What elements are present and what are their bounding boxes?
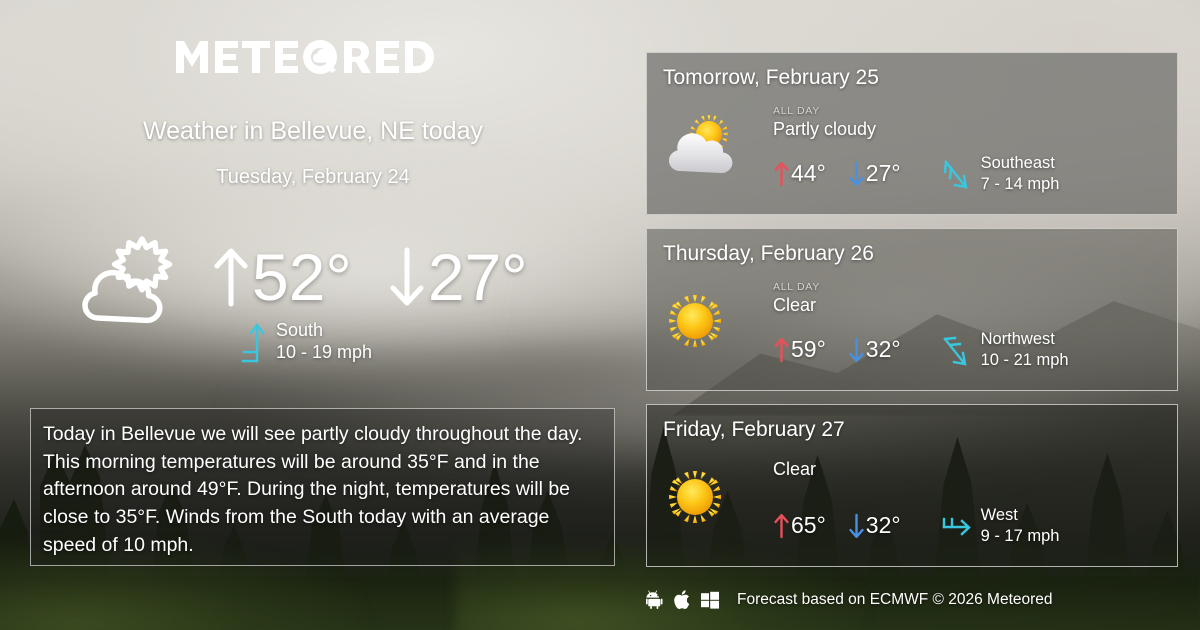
forecast-card-wind: West 9 - 17 mph [941, 505, 1060, 546]
android-icon[interactable] [646, 590, 663, 609]
wind-barb-southeast-icon [943, 159, 968, 189]
wind-barb-northwest-icon [942, 336, 967, 366]
forecast-card-max-temp: 59° [773, 337, 826, 363]
forecast-card-date: Friday, February 27 [663, 418, 845, 441]
forecast-card[interactable]: Thursday, February 26 [646, 228, 1178, 391]
forecast-card-min-temp: 32° [848, 337, 901, 363]
forecast-card-wind-speed: 10 - 21 mph [980, 350, 1069, 369]
forecast-card-wind-direction: West [980, 506, 1018, 525]
forecast-card-max-temp: 44° [773, 161, 826, 187]
today-max-temp: 52° [212, 244, 352, 310]
forecast-card-condition-text: Partly cloudy [773, 119, 877, 139]
forecast-card-max-temp-value: 44° [791, 160, 826, 187]
forecast-card-condition: ALL DAY Clear [773, 281, 820, 317]
forecast-card-wind-direction: Southeast [980, 154, 1055, 173]
forecast-card-wind-text: Northwest 10 - 21 mph [981, 329, 1069, 370]
wind-barb-west-icon [942, 517, 971, 536]
forecast-card-min-temp-value: 32° [865, 512, 901, 539]
forecast-card-condition-text: Clear [773, 295, 817, 315]
today-max-temp-value: 52° [252, 240, 352, 314]
arrow-up-icon [774, 337, 789, 362]
forecast-card-wind: Northwest 10 - 21 mph [941, 329, 1069, 370]
moss-tuft-left [0, 541, 360, 630]
forecast-card-condition: Clear [773, 457, 816, 481]
forecast-card-wind-speed: 7 - 14 mph [980, 174, 1060, 193]
today-wind-speed: 10 - 19 mph [276, 341, 373, 362]
footer-credit: Forecast based on ECMWF © 2026 Meteored [737, 590, 1053, 608]
forecast-card-date: Tomorrow, February 25 [663, 66, 879, 89]
apple-icon[interactable] [674, 590, 690, 609]
moss-tuft-center [456, 541, 864, 630]
arrow-up-icon [774, 513, 789, 538]
arrow-down-icon [390, 247, 424, 306]
today-temperatures: 52° 27° [212, 244, 528, 310]
forecast-card-wind-direction: Northwest [980, 330, 1055, 349]
forecast-card-condition-text: Clear [773, 459, 817, 479]
forecast-card-min-temp-value: 32° [865, 336, 901, 363]
forecast-card[interactable]: Friday, February 27 [646, 404, 1178, 567]
today-min-temp-value: 27° [427, 240, 528, 314]
today-conditions-row: 52° 27° [70, 222, 630, 332]
today-wind-direction: South [276, 320, 324, 340]
forecast-card-metrics: 65° 32° [773, 505, 1059, 546]
arrow-up-icon [774, 161, 789, 186]
forecast-card-max-temp: 65° [773, 513, 826, 539]
forecast-card-period: ALL DAY [773, 281, 820, 293]
today-wind-text: South 10 - 19 mph [276, 320, 372, 364]
forecast-card-max-temp-value: 65° [791, 512, 826, 539]
today-panel: Weather in Bellevue, NE today Tuesday, F… [30, 40, 630, 566]
partly-cloudy-icon [669, 115, 733, 173]
wind-barb-south-icon [241, 322, 265, 363]
sun-icon [669, 295, 721, 347]
forecast-card-wind: Southeast 7 - 14 mph [941, 153, 1060, 194]
page-title: Weather in Bellevue, NE today [142, 117, 483, 145]
forecast-card-min-temp: 27° [848, 161, 901, 187]
today-date: Tuesday, February 24 [216, 166, 410, 188]
store-badges [646, 590, 719, 609]
forecast-card[interactable]: Tomorrow, February 25 [646, 52, 1178, 215]
windows-icon[interactable] [701, 591, 719, 609]
forecast-card-min-temp-value: 27° [865, 160, 901, 187]
forecast-card-wind-speed: 9 - 17 mph [980, 526, 1060, 545]
forecast-card-metrics: 44° 27° [773, 153, 1059, 194]
forecast-card-metrics: 59° 32° [773, 329, 1069, 370]
today-summary-box: Today in Bellevue we will see partly clo… [30, 408, 615, 566]
sun-icon [669, 471, 721, 523]
forecast-card-wind-text: West 9 - 17 mph [981, 505, 1060, 546]
arrow-up-icon [214, 248, 248, 307]
partly-cloudy-outline-icon [82, 236, 173, 324]
today-min-temp: 27° [388, 244, 528, 310]
meteored-logo[interactable] [176, 40, 436, 74]
forecast-card-min-temp: 32° [848, 513, 901, 539]
today-summary-text: Today in Bellevue we will see partly clo… [43, 423, 583, 556]
forecast-card-date: Thursday, February 26 [663, 242, 874, 265]
today-wind: South 10 - 19 mph [240, 320, 372, 364]
footer: Forecast based on ECMWF © 2026 Meteored [646, 590, 1053, 609]
arrow-down-icon [849, 337, 864, 362]
arrow-down-icon [849, 513, 864, 538]
forecast-card-max-temp-value: 59° [791, 336, 826, 363]
meteored-cloud-logo-icon [176, 40, 434, 74]
arrow-down-icon [849, 161, 864, 186]
forecast-card-period: ALL DAY [773, 105, 820, 117]
forecast-card-condition: ALL DAY Partly cloudy [773, 105, 876, 141]
forecast-card-wind-text: Southeast 7 - 14 mph [981, 153, 1060, 194]
